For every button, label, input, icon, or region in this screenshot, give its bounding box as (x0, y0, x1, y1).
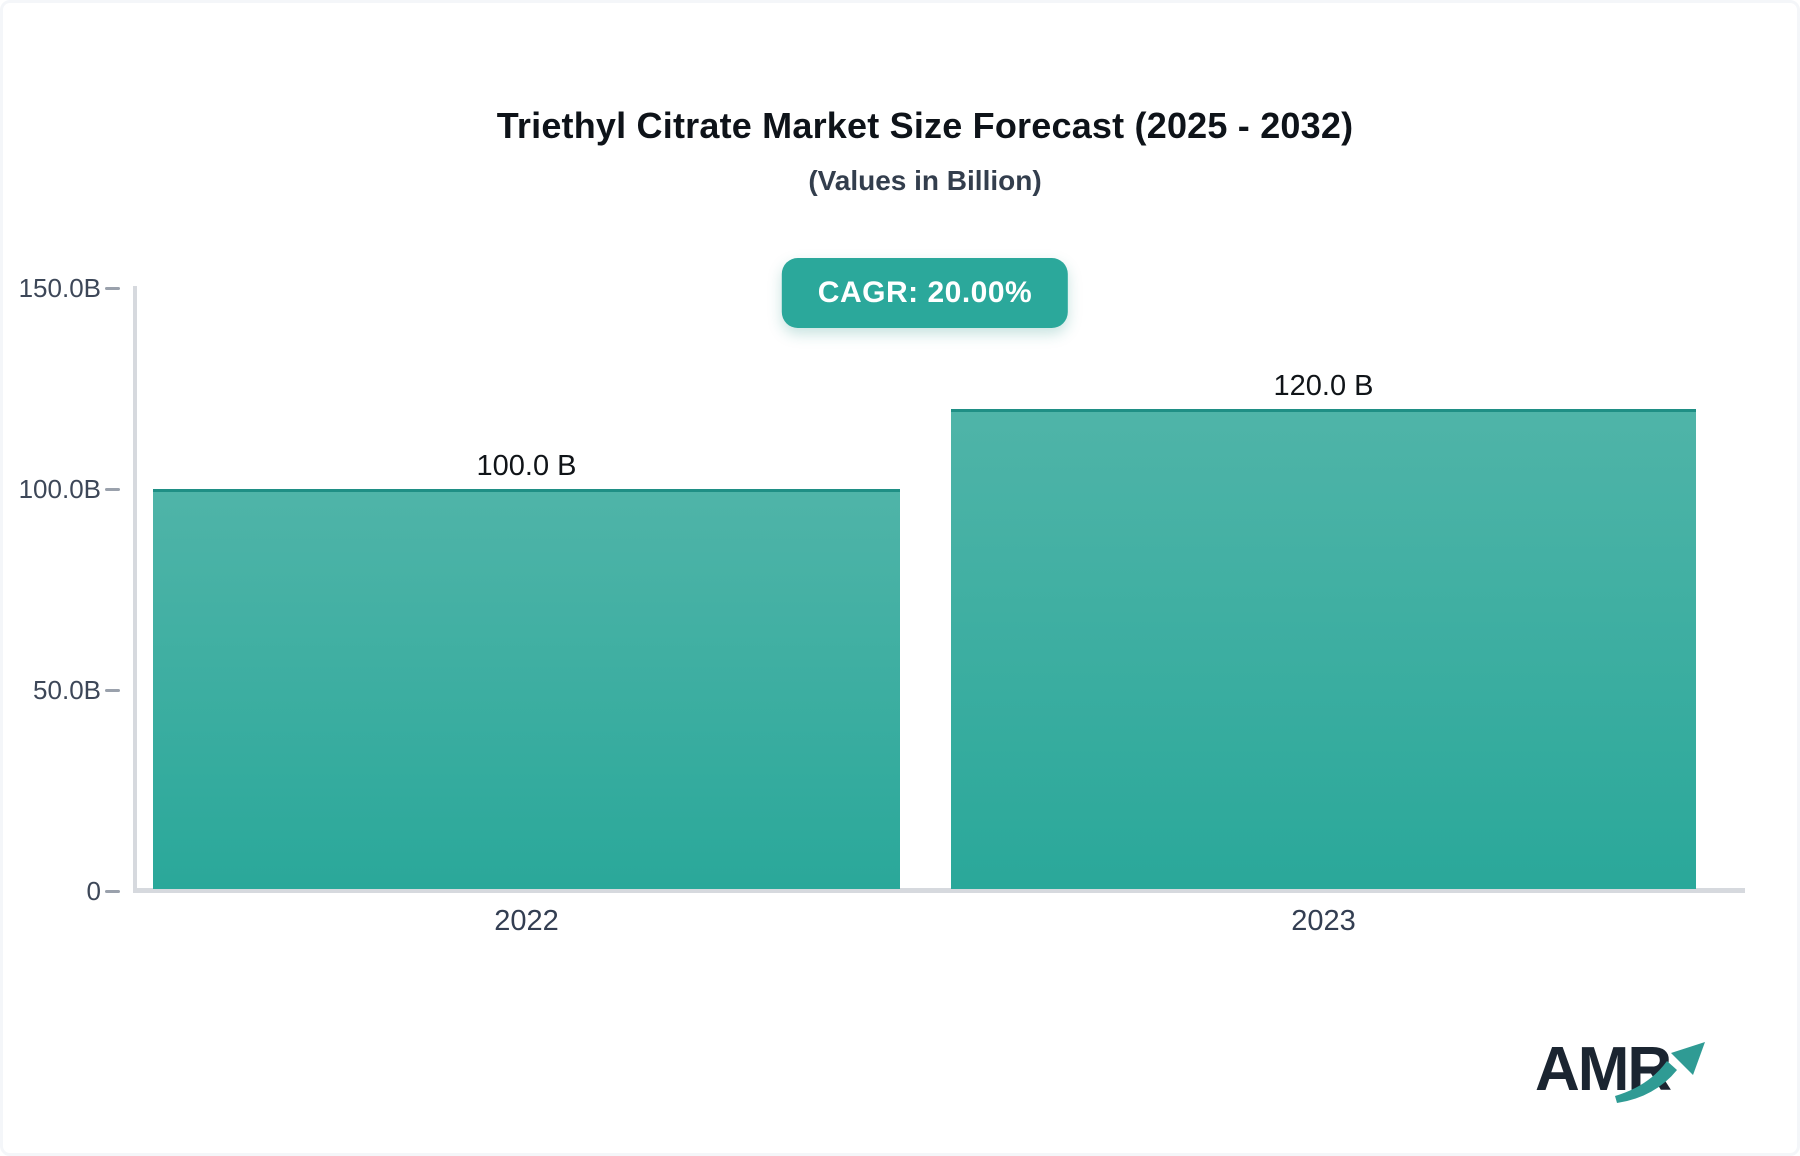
y-axis-tick-mark (105, 689, 120, 692)
bar-value-label: 120.0 B (1273, 370, 1374, 402)
chart-title: Triethyl Citrate Market Size Forecast (2… (496, 105, 1354, 146)
y-axis-line (133, 286, 137, 893)
x-axis-line (133, 888, 1745, 893)
x-axis-label: 2023 (1291, 905, 1356, 937)
y-axis-tick-label: 0 (86, 876, 101, 906)
chart-subtitle: (Values in Billion) (808, 165, 1042, 196)
y-axis-tick-mark (105, 287, 120, 290)
y-axis-tick-label: 50.0B (33, 675, 101, 705)
bar-value-label: 100.0 B (476, 450, 577, 482)
amr-logo-arrow-icon (1615, 1042, 1705, 1103)
y-axis-tick-label: 100.0B (18, 474, 101, 504)
y-axis-tick-mark (105, 890, 120, 893)
x-axis-label: 2022 (494, 905, 559, 937)
y-axis-tick-label: 150.0B (18, 273, 101, 303)
bar-2023 (951, 409, 1696, 889)
bar-2022 (153, 489, 900, 889)
amr-logo: AMR (1535, 1039, 1735, 1125)
cagr-badge: CAGR: 20.00% (781, 258, 1069, 328)
y-axis-tick-mark (105, 488, 120, 491)
